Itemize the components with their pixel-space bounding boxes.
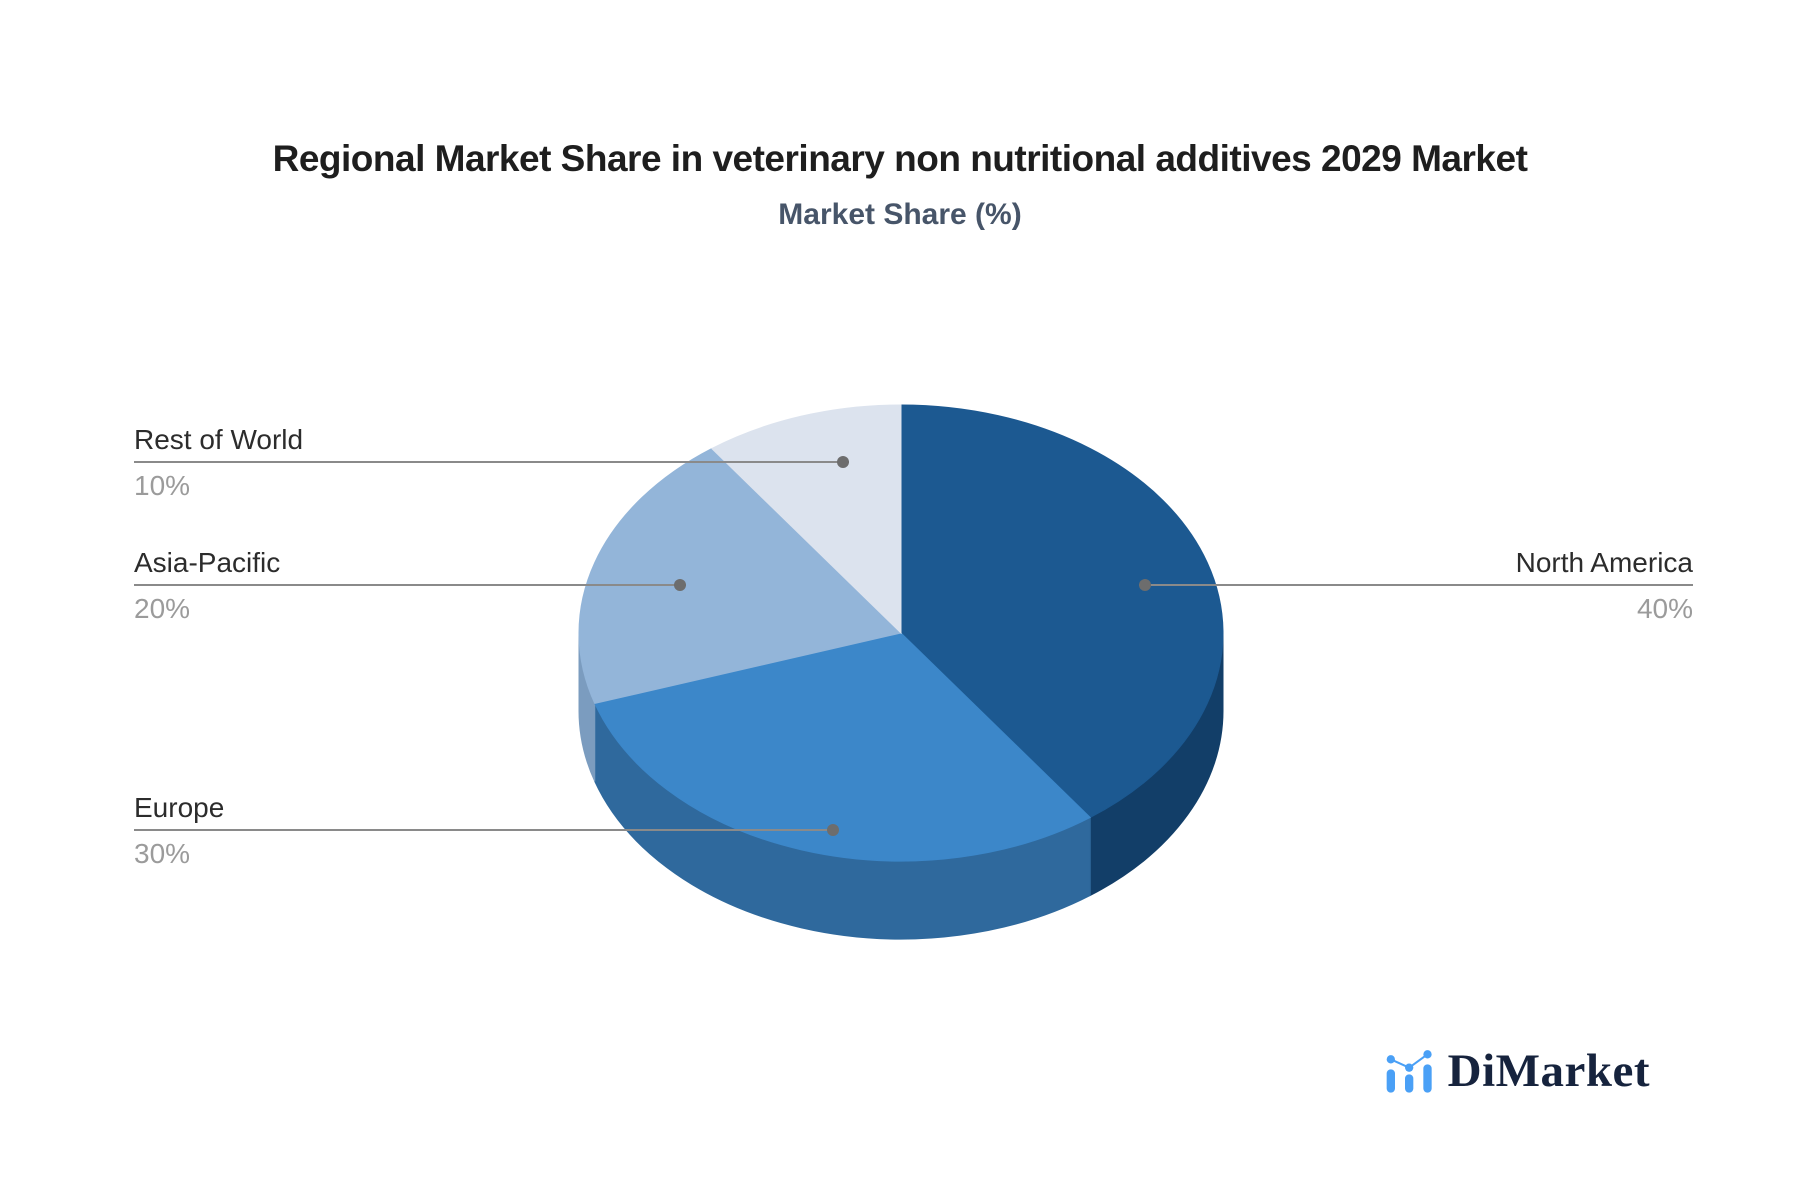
callout-dot-north-america (1139, 579, 1151, 591)
chart-title: Regional Market Share in veterinary non … (272, 138, 1528, 179)
callout-value-north-america: 40% (1636, 593, 1693, 624)
callout-dot-rest-of-world (837, 456, 849, 468)
pie-slice-north-america (900, 404, 1224, 819)
brand-logo-text: DiMarket (1447, 1045, 1650, 1097)
callout-value-europe: 30% (134, 838, 191, 869)
callout-label-asia-pacific: Asia-Pacific (134, 547, 281, 578)
brand-logo: DiMarket (1385, 1044, 1650, 1098)
callout-dot-europe (827, 824, 839, 836)
callout-value-asia-pacific: 20% (134, 593, 191, 624)
chart-subtitle: Market Share (%) (778, 198, 1022, 231)
callout-label-rest-of-world: Rest of World (134, 424, 304, 455)
bar-chart-logo-icon (1386, 1050, 1432, 1093)
callout-value-rest-of-world: 10% (134, 470, 191, 501)
pie-slice-europe (594, 632, 1092, 862)
callout-label-europe: Europe (134, 792, 225, 823)
callout-label-north-america: North America (1515, 547, 1693, 578)
callout-dot-asia-pacific (674, 579, 686, 591)
pie-slice-asia-pacific (578, 447, 903, 705)
